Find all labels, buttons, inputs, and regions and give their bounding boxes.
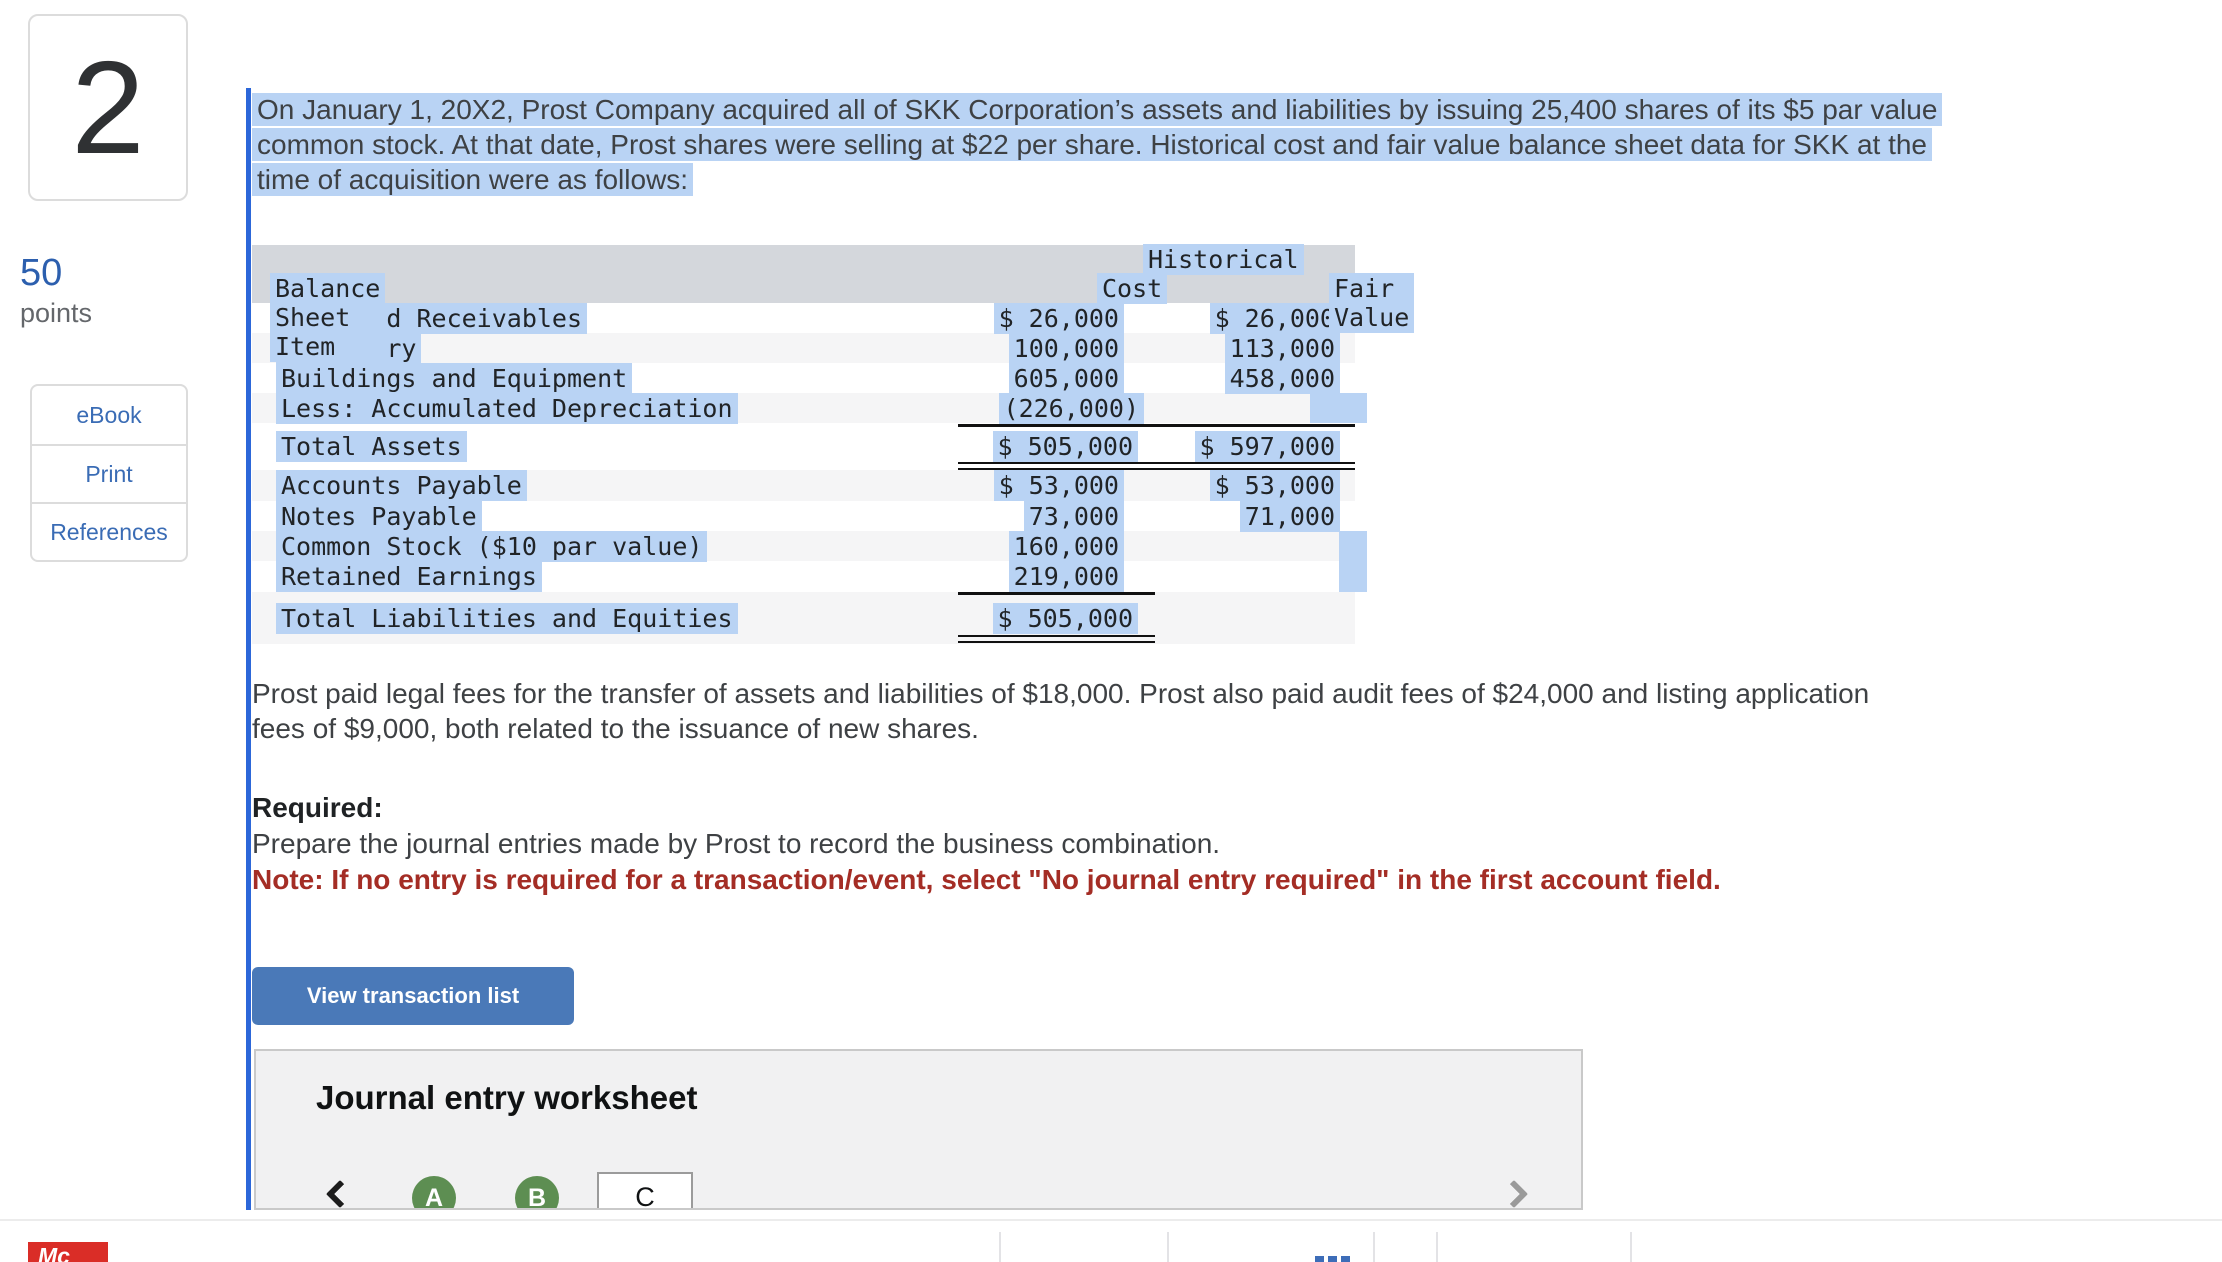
table-row-total-assets: Total Assets $ 505,000 $ 597,000 (252, 423, 1355, 470)
intro-line: common stock. At that date, Prost shares… (252, 127, 1942, 162)
points-value: 50 (20, 252, 63, 294)
question-number-card: 2 (28, 14, 188, 201)
balance-sheet-table: Balance Sheet Item Historical Cost Fair … (252, 244, 1415, 644)
selection-stub (1310, 393, 1367, 423)
table-row: Inventory 100,000 113,000 (252, 332, 1355, 364)
table-row: Notes Payable 73,000 71,000 (252, 500, 1355, 532)
journal-entry-worksheet-panel: Journal entry worksheet A B C (254, 1049, 1583, 1210)
references-button[interactable]: References (32, 502, 186, 560)
sidebar-button-group: eBook Print References (30, 384, 188, 562)
intro-line: On January 1, 20X2, Prost Company acquir… (252, 92, 1943, 127)
table-row: Common Stock ($10 par value) 160,000 (252, 530, 1355, 562)
mcgraw-hill-logo: Mc (28, 1242, 108, 1262)
table-row: Cash and Receivables $ 26,000 $ 26,000 (252, 302, 1355, 334)
selected-text: common stock. At that date, Prost shares… (252, 128, 1932, 161)
fees-paragraph: Prost paid legal fees for the transfer o… (252, 676, 1869, 746)
footer-cell-border (1630, 1232, 1632, 1262)
print-button[interactable]: Print (32, 444, 186, 502)
selection-stub (1339, 531, 1367, 561)
table-row: Buildings and Equipment 605,000 458,000 (252, 362, 1355, 394)
ebook-button[interactable]: eBook (76, 401, 142, 428)
chevron-left-icon[interactable] (325, 1179, 355, 1208)
required-section: Required: Prepare the journal entries ma… (252, 790, 1721, 898)
blue-fragment-icon (1341, 1256, 1350, 1262)
double-rule-line (958, 635, 1155, 637)
worksheet-step-a[interactable]: A (412, 1176, 456, 1208)
chevron-right-icon[interactable] (1499, 1179, 1529, 1208)
table-row-total-liabilities: Total Liabilities and Equities $ 505,000 (252, 592, 1355, 644)
blue-fragment-icon (1328, 1256, 1337, 1262)
footer-cell-border (999, 1232, 1001, 1262)
problem-intro-paragraph: On January 1, 20X2, Prost Company acquir… (252, 92, 1943, 197)
intro-line: time of acquisition were as follows: (252, 162, 1942, 197)
note-text: Note: If no entry is required for a tran… (252, 864, 1721, 895)
table-row: Less: Accumulated Depreciation (226,000) (252, 392, 1355, 424)
selected-text: time of acquisition were as follows: (252, 163, 694, 196)
double-rule-line (958, 462, 1355, 464)
points-label: points (20, 298, 93, 328)
double-rule-line (958, 641, 1155, 643)
table-header-row: Balance Sheet Item Historical Cost Fair … (252, 244, 1415, 362)
selected-text: On January 1, 20X2, Prost Company acquir… (252, 93, 1943, 126)
table-row: Accounts Payable $ 53,000 $ 53,000 (252, 470, 1355, 501)
double-rule-line (958, 468, 1355, 470)
table-row: Retained Earnings 219,000 (252, 561, 1355, 592)
total-rule-line (958, 424, 1355, 427)
fees-line: fees of $9,000, both related to the issu… (252, 713, 979, 744)
worksheet-step-c-current[interactable]: C (597, 1172, 693, 1208)
footer-cell-border (1373, 1232, 1375, 1262)
footer-cell-border (1436, 1232, 1438, 1262)
view-transaction-list-button[interactable]: View transaction list (252, 967, 574, 1025)
footer-divider (0, 1219, 2222, 1221)
worksheet-title: Journal entry worksheet (316, 1079, 698, 1116)
worksheet-step-b[interactable]: B (515, 1176, 559, 1208)
fees-line: Prost paid legal fees for the transfer o… (252, 678, 1870, 709)
required-text: Prepare the journal entries made by Pros… (252, 828, 1221, 859)
footer-cell-border (1167, 1232, 1169, 1262)
content-left-accent-bar (246, 88, 251, 1210)
blue-fragment-icon (1315, 1256, 1324, 1262)
total-rule-line (958, 592, 1155, 595)
required-label: Required: (252, 792, 383, 823)
question-number: 2 (71, 33, 145, 181)
selection-stub (1339, 561, 1367, 592)
